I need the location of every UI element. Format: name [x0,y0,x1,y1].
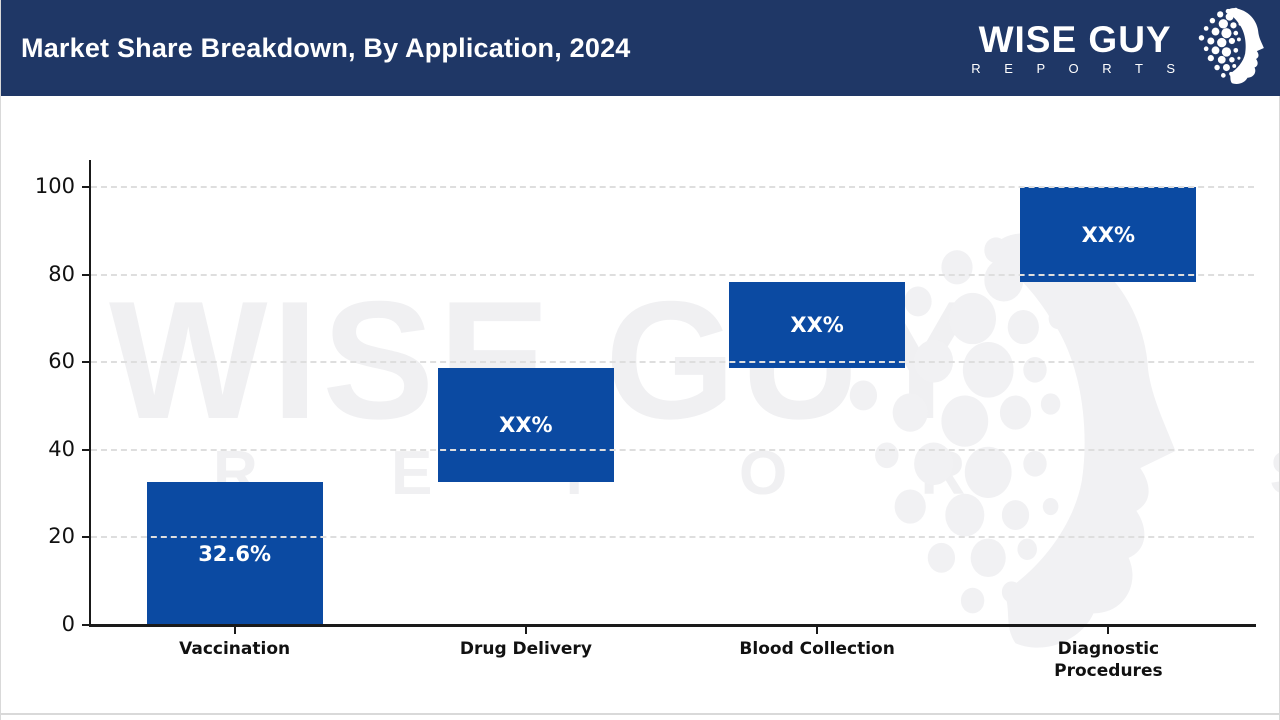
x-tick-label-blood-collection: Blood Collection [739,639,895,659]
x-tick-label-diagnostic-procedures: Diagnostic Procedures [1054,639,1163,682]
gridline-y20 [91,536,1254,539]
bar-vaccination: 32.6% [146,482,323,625]
bar-value-label: XX% [499,413,553,438]
x-tick-label-vaccination: Vaccination [179,639,291,659]
x-tick-mark [524,627,527,634]
y-tick-label: 40 [48,436,75,461]
header-bar: Market Share Breakdown, By Application, … [1,0,1280,96]
bar-value-label: XX% [790,312,844,337]
y-tick-mark [82,624,90,626]
y-tick-mark [82,448,90,451]
x-tick-label-drug-delivery: Drug Delivery [459,639,592,659]
gridline-y60 [91,361,1254,364]
brand-logo-text: WISE GUY R E P O R T S [965,21,1185,76]
y-tick-label: 80 [48,261,75,286]
y-tick-mark [82,361,90,364]
brand-logo: WISE GUY R E P O R T S [965,0,1267,96]
brand-head-icon [1198,7,1264,84]
bar-blood-collection: XX% [729,282,906,368]
x-tick-mark [233,627,236,634]
bar-drug-delivery: XX% [437,367,614,483]
x-axis-line [89,624,1256,627]
y-axis-line [89,160,91,626]
bar-value-label: 32.6% [198,541,272,566]
x-tick-mark [816,627,819,634]
bottom-border-line [1,713,1280,715]
brand-name: WISE GUY [978,18,1172,60]
page-title: Market Share Breakdown, By Application, … [21,32,631,63]
brand-subtitle: R E P O R T S [971,60,1185,76]
gridline-y40 [91,448,1254,451]
gridline-y80 [91,273,1254,276]
y-tick-label: 0 [61,612,75,636]
x-tick-mark [1107,627,1110,634]
y-tick-label: 20 [48,524,75,549]
bar-value-label: XX% [1081,222,1136,247]
y-tick-mark [82,186,90,188]
y-tick-label: 100 [34,174,75,198]
gridline-y100 [91,186,1254,188]
y-tick-label: 60 [48,349,75,374]
bar-diagnostic-procedures: XX% [1020,187,1197,283]
y-tick-mark [82,273,90,276]
y-tick-mark [82,536,90,539]
